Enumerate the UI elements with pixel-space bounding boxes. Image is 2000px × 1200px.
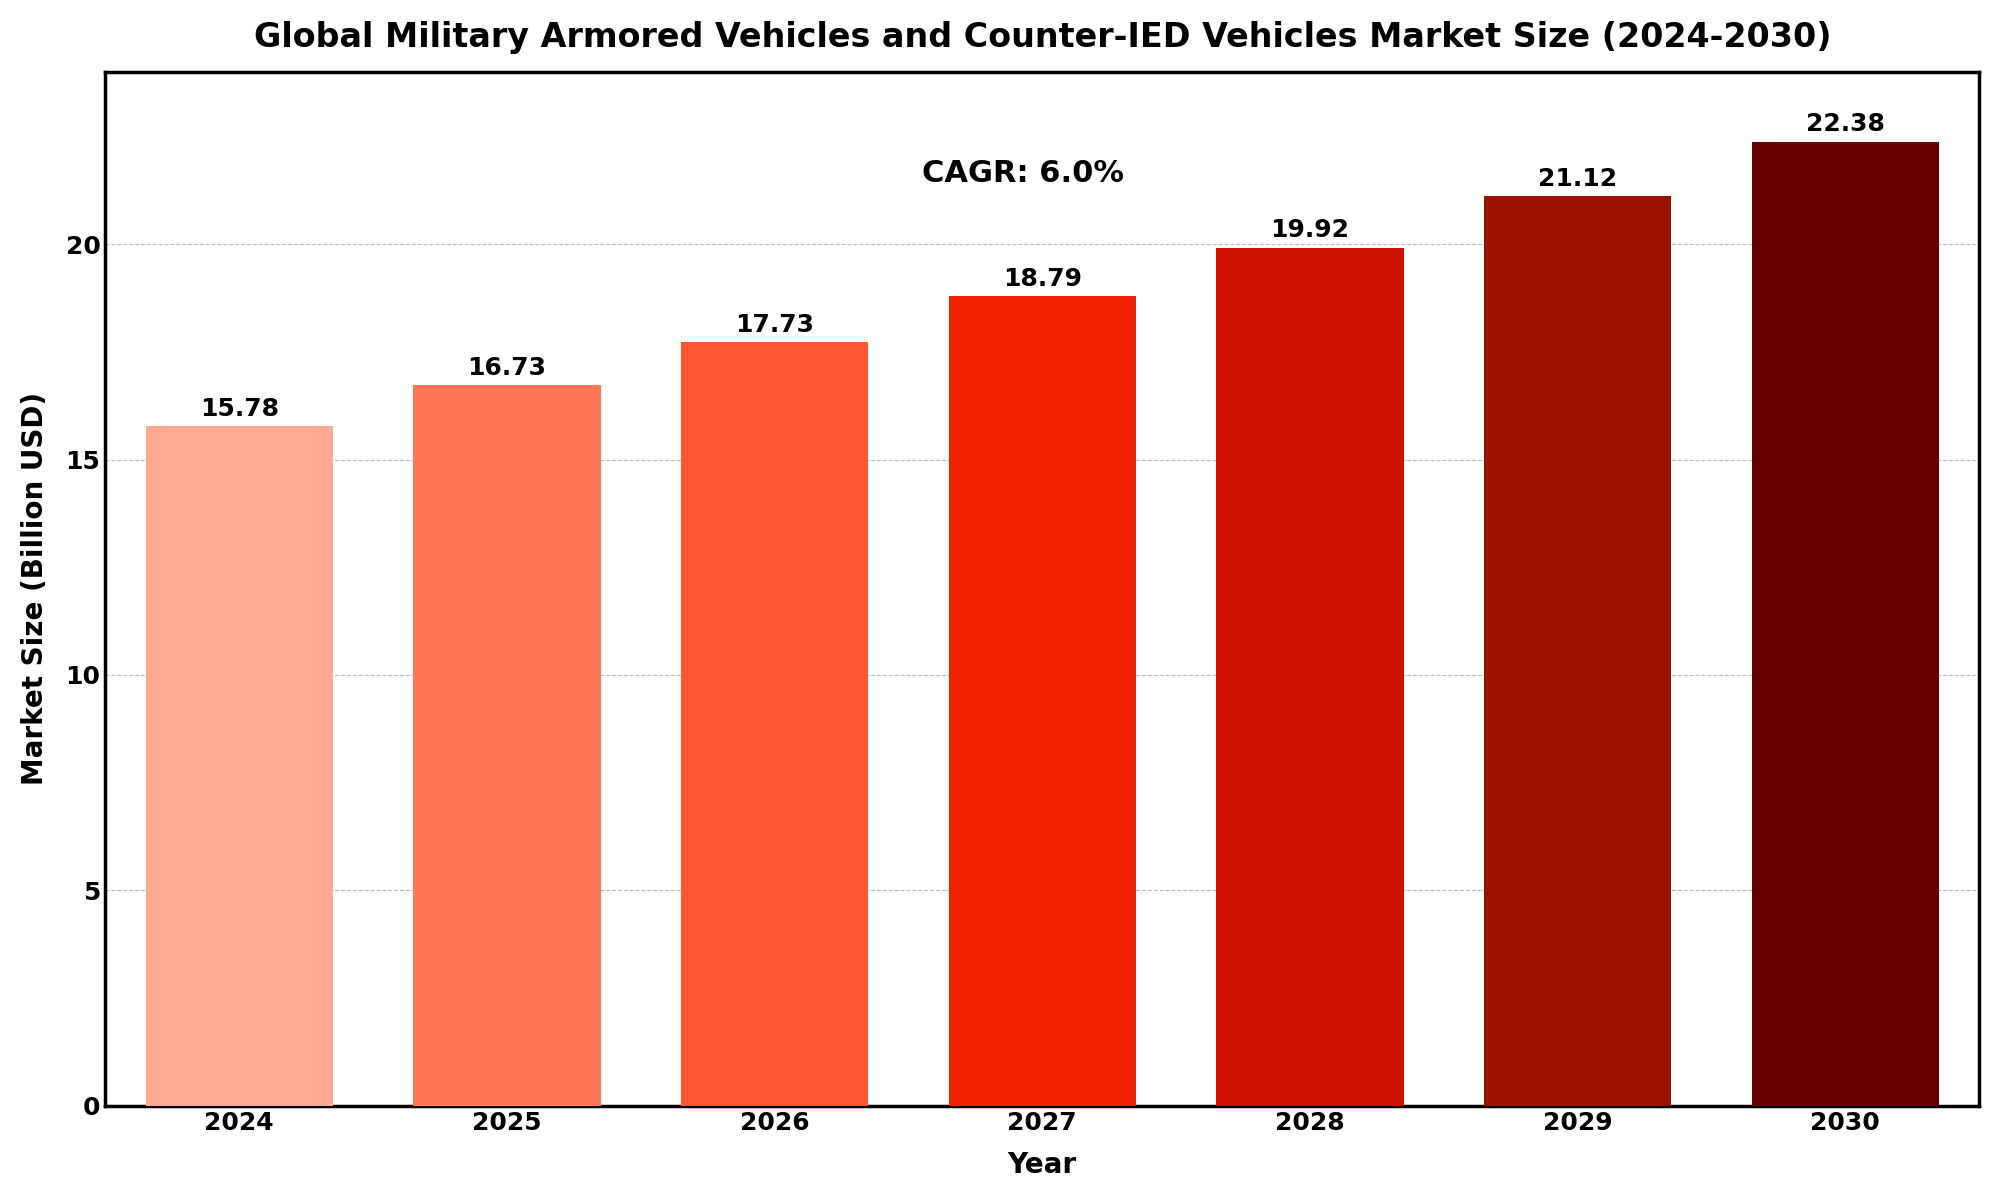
Text: 17.73: 17.73	[736, 313, 814, 337]
Bar	[414, 385, 600, 1105]
Bar	[1484, 196, 1672, 1105]
Text: CAGR: 6.0%: CAGR: 6.0%	[922, 160, 1124, 188]
Text: 22.38: 22.38	[1806, 113, 1884, 137]
Text: 15.78: 15.78	[200, 397, 278, 421]
Bar	[680, 342, 868, 1105]
Bar	[1216, 247, 1404, 1105]
Bar	[146, 426, 332, 1105]
X-axis label: Year: Year	[1008, 1151, 1076, 1180]
Y-axis label: Market Size (Billion USD): Market Size (Billion USD)	[20, 392, 48, 785]
Bar	[1752, 142, 1940, 1105]
Text: 18.79: 18.79	[1002, 268, 1082, 292]
Title: Global Military Armored Vehicles and Counter-IED Vehicles Market Size (2024-2030: Global Military Armored Vehicles and Cou…	[254, 20, 1832, 54]
Text: 19.92: 19.92	[1270, 218, 1350, 242]
Text: 21.12: 21.12	[1538, 167, 1618, 191]
Text: 16.73: 16.73	[468, 356, 546, 380]
Bar	[948, 296, 1136, 1105]
